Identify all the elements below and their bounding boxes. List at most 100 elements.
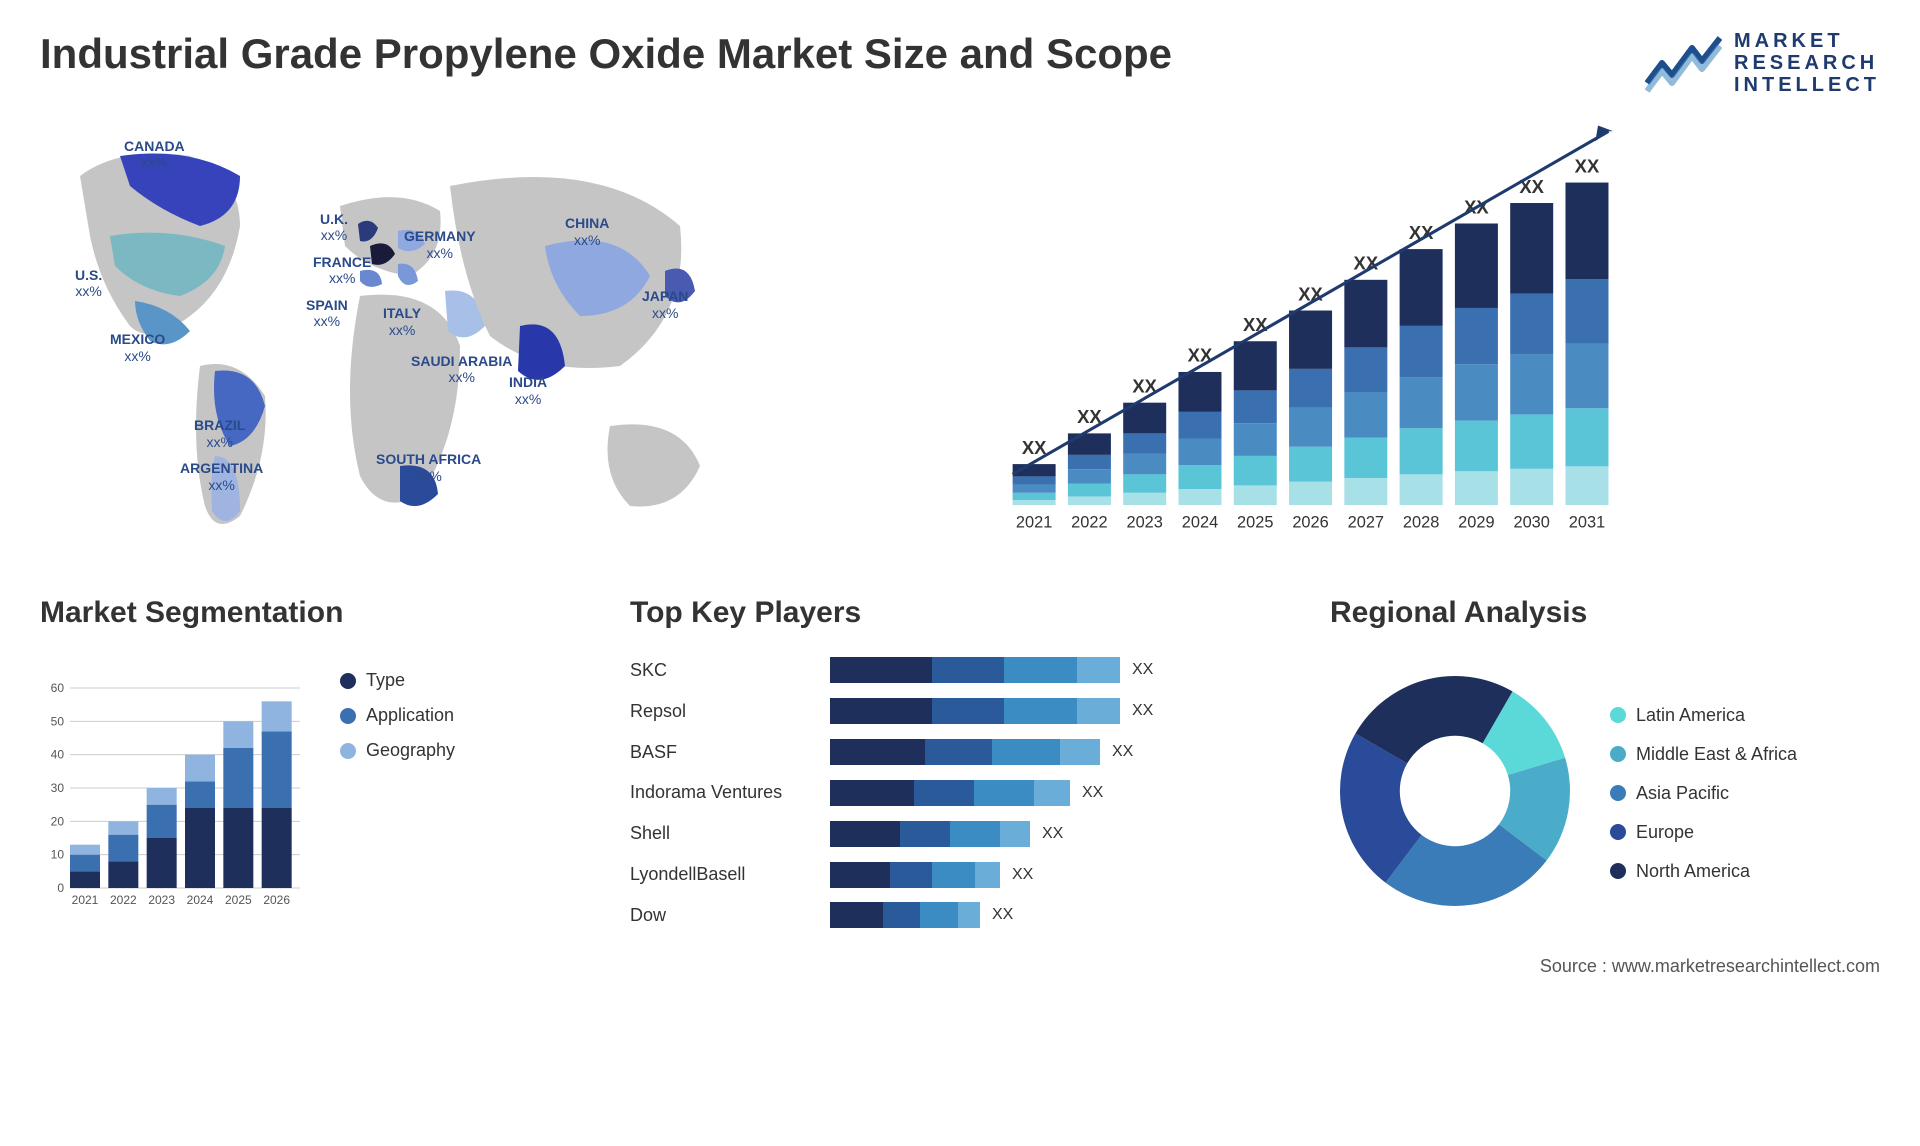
bottom-row: Market Segmentation 01020304050602021202… — [40, 596, 1880, 936]
player-name: SKC — [630, 660, 810, 681]
player-value: XX — [1042, 825, 1063, 843]
growth-chart-panel: XXXXXXXXXXXXXXXXXXXXXX 20212022202320242… — [780, 116, 1880, 546]
map-label: CANADAxx% — [124, 138, 185, 172]
player-bar-segment — [883, 902, 921, 928]
player-bar-row: XX — [830, 737, 1290, 767]
player-value: XX — [1012, 866, 1033, 884]
player-bar-segment — [1000, 821, 1030, 847]
player-bar-segment — [1077, 698, 1121, 724]
player-bar-segment — [974, 780, 1034, 806]
svg-text:2022: 2022 — [1071, 514, 1107, 532]
legend-label: Geography — [366, 740, 455, 761]
svg-text:2025: 2025 — [225, 893, 252, 907]
player-value: XX — [992, 906, 1013, 924]
legend-swatch-icon — [1610, 863, 1626, 879]
player-bar-segment — [830, 902, 883, 928]
legend-swatch-icon — [1610, 707, 1626, 723]
player-bar-segment — [932, 698, 1005, 724]
player-bar-segment — [900, 821, 950, 847]
player-bar-segment — [830, 698, 932, 724]
svg-text:2026: 2026 — [263, 893, 290, 907]
svg-text:0: 0 — [57, 881, 64, 895]
player-bar — [830, 657, 1120, 683]
svg-text:2024: 2024 — [1182, 514, 1218, 532]
legend-item: Application — [340, 705, 455, 726]
map-label: SPAINxx% — [306, 297, 348, 331]
player-bar-segment — [1077, 657, 1121, 683]
players-section: Top Key Players SKC Repsol BASF Indorama Ve… — [630, 596, 1290, 936]
player-value: XX — [1082, 784, 1103, 802]
legend-label: Latin America — [1636, 705, 1745, 726]
player-bar-row: XX — [830, 860, 1290, 890]
player-bar-row: XX — [830, 900, 1290, 930]
player-bar-row: XX — [830, 696, 1290, 726]
player-name: BASF — [630, 742, 810, 763]
player-bar-segment — [890, 862, 933, 888]
player-name: LyondellBasell — [630, 864, 810, 885]
player-bar-segment — [830, 657, 932, 683]
players-title: Top Key Players — [630, 596, 1290, 630]
player-name: Indorama Ventures — [630, 782, 810, 803]
player-bar-segment — [1004, 657, 1077, 683]
players-bars: XX XX XX XX XX XX XX — [830, 650, 1290, 936]
regional-section: Regional Analysis Latin AmericaMiddle Ea… — [1330, 596, 1880, 936]
svg-text:30: 30 — [51, 781, 65, 795]
legend-label: Asia Pacific — [1636, 783, 1729, 804]
player-bar — [830, 739, 1100, 765]
svg-text:2021: 2021 — [1016, 514, 1052, 532]
player-bar-segment — [830, 739, 925, 765]
logo-text: MARKET RESEARCH INTELLECT — [1734, 30, 1880, 96]
player-bar-row: XX — [830, 778, 1290, 808]
player-bar — [830, 780, 1070, 806]
regional-donut-chart — [1330, 666, 1580, 916]
map-label: MEXICOxx% — [110, 331, 165, 365]
player-bar-segment — [932, 862, 975, 888]
world-map-panel: CANADAxx%U.S.xx%MEXICOxx%BRAZILxx%ARGENT… — [40, 116, 740, 546]
map-label: CHINAxx% — [565, 215, 609, 249]
header: Industrial Grade Propylene Oxide Market … — [40, 30, 1880, 96]
player-bar-segment — [1060, 739, 1101, 765]
player-bar-segment — [992, 739, 1060, 765]
legend-label: Type — [366, 670, 405, 691]
svg-text:2023: 2023 — [1126, 514, 1162, 532]
legend-item: Geography — [340, 740, 455, 761]
player-bar-segment — [914, 780, 974, 806]
player-name: Dow — [630, 905, 810, 926]
map-label: INDIAxx% — [509, 374, 547, 408]
growth-bar-chart: XXXXXXXXXXXXXXXXXXXXXX 20212022202320242… — [780, 116, 1880, 546]
player-bar-segment — [1034, 780, 1070, 806]
player-name: Shell — [630, 823, 810, 844]
legend-swatch-icon — [340, 743, 356, 759]
legend-label: Middle East & Africa — [1636, 744, 1797, 765]
player-bar-row: XX — [830, 655, 1290, 685]
svg-text:2021: 2021 — [72, 893, 99, 907]
svg-text:2027: 2027 — [1348, 514, 1384, 532]
brand-logo: MARKET RESEARCH INTELLECT — [1642, 30, 1880, 96]
legend-swatch-icon — [1610, 785, 1626, 801]
player-name: Repsol — [630, 701, 810, 722]
segmentation-chart: 0102030405060202120222023202420252026 — [40, 650, 310, 936]
legend-item: Middle East & Africa — [1610, 744, 1797, 765]
legend-item: Asia Pacific — [1610, 783, 1797, 804]
legend-swatch-icon — [1610, 746, 1626, 762]
svg-text:2025: 2025 — [1237, 514, 1273, 532]
svg-text:XX: XX — [1022, 437, 1047, 458]
legend-label: North America — [1636, 861, 1750, 882]
regional-legend: Latin America Middle East & Africa Asia Pa… — [1610, 705, 1797, 882]
svg-text:2023: 2023 — [148, 893, 175, 907]
player-bar — [830, 821, 1030, 847]
map-label: U.K.xx% — [320, 211, 348, 245]
legend-swatch-icon — [340, 673, 356, 689]
svg-text:2024: 2024 — [187, 893, 214, 907]
players-labels: SKC Repsol BASF Indorama Ventures Shell Lyond… — [630, 650, 810, 936]
player-value: XX — [1132, 661, 1153, 679]
player-bar-segment — [830, 821, 900, 847]
page-title: Industrial Grade Propylene Oxide Market … — [40, 30, 1172, 78]
map-label: SOUTH AFRICAxx% — [376, 451, 481, 485]
player-bar — [830, 862, 1000, 888]
svg-text:50: 50 — [51, 714, 65, 728]
legend-item: Type — [340, 670, 455, 691]
segmentation-title: Market Segmentation — [40, 596, 590, 630]
player-bar-segment — [925, 739, 993, 765]
segmentation-section: Market Segmentation 01020304050602021202… — [40, 596, 590, 936]
